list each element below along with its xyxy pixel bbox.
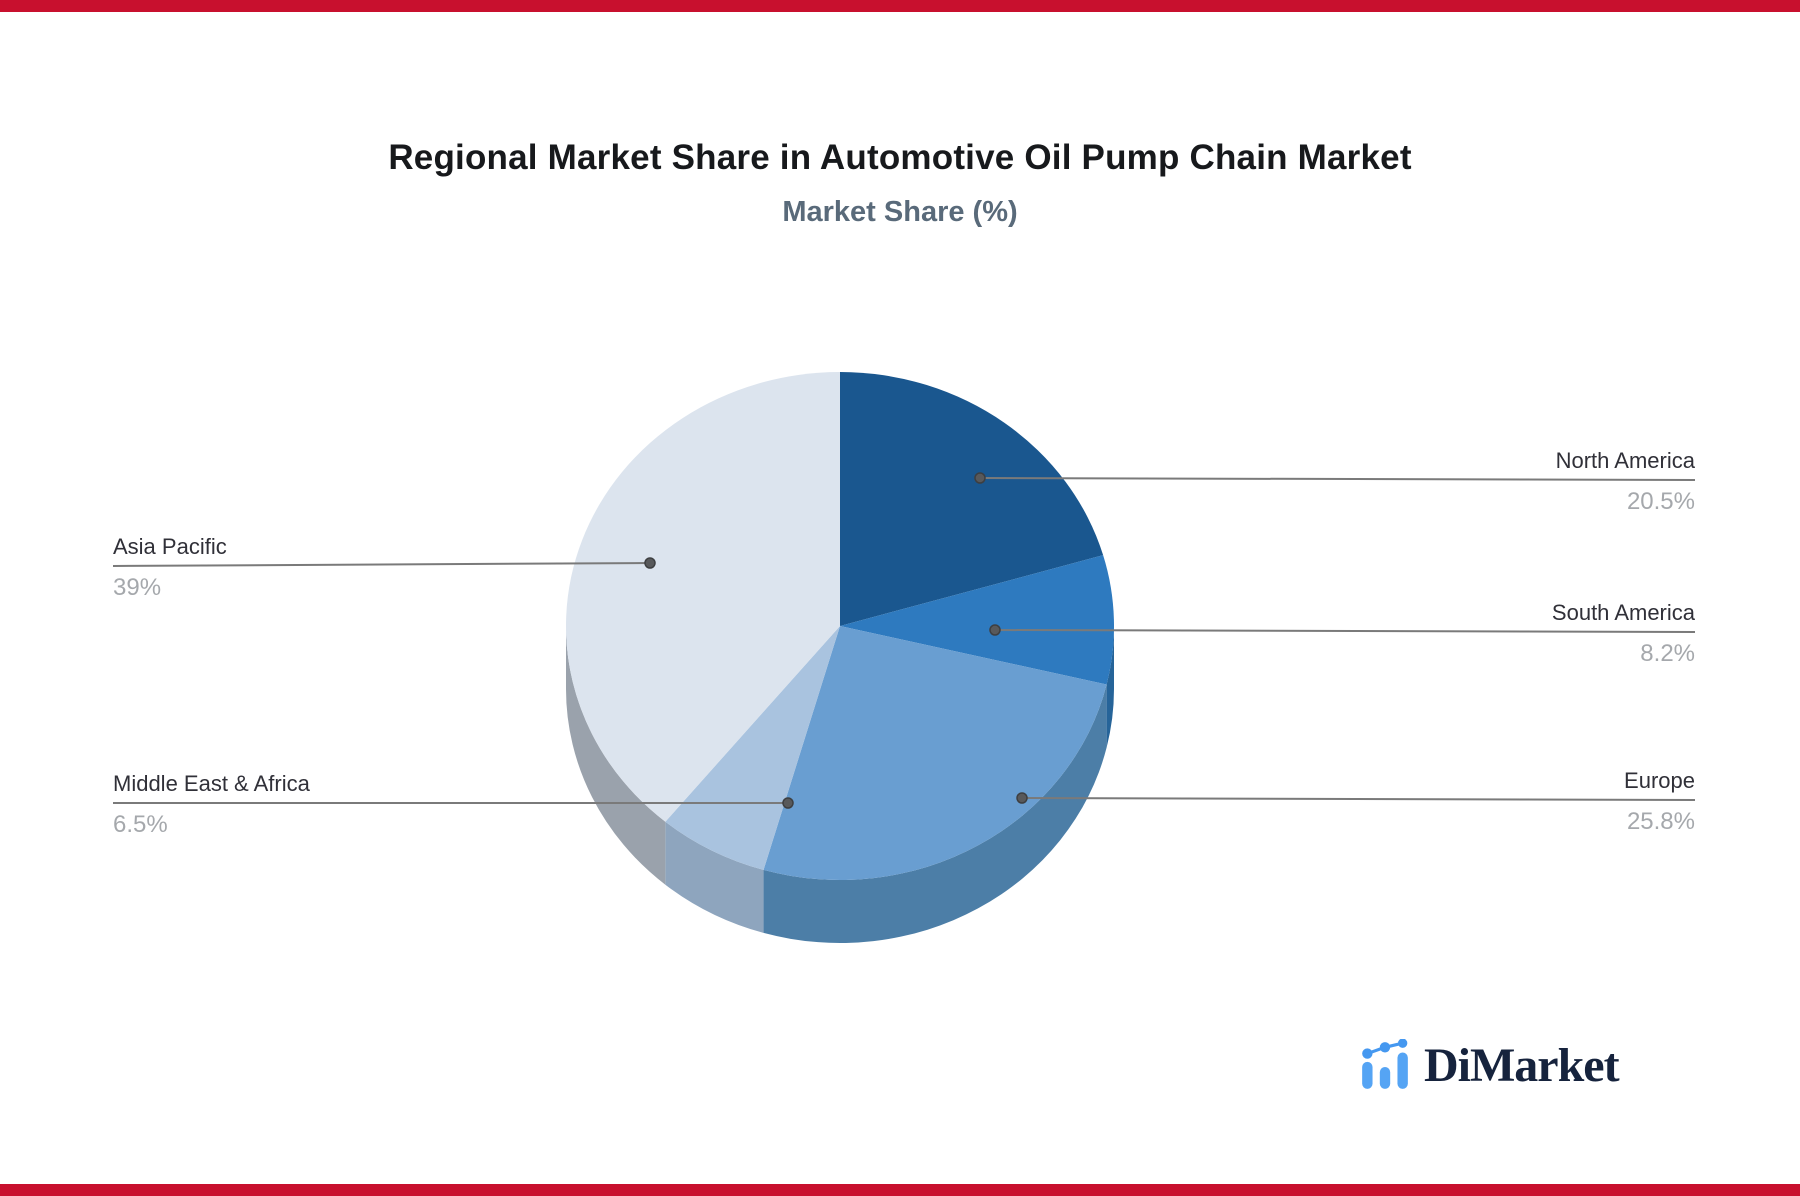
leader-line xyxy=(1021,797,1696,801)
brand-name: DiMarket xyxy=(1424,1039,1620,1092)
region-label: Europe xyxy=(1624,768,1695,793)
region-label: Asia Pacific xyxy=(113,534,227,559)
bottom-accent-bar xyxy=(0,1184,1800,1196)
pie-slice-side xyxy=(763,684,1107,943)
pie-slice xyxy=(565,372,840,822)
leader-dot xyxy=(974,472,986,484)
pie-slice-side xyxy=(566,626,666,885)
pie-slice-side xyxy=(1106,626,1114,748)
leader-dot xyxy=(989,624,1001,636)
leader-line xyxy=(979,477,1696,481)
pie-slice xyxy=(763,626,1107,881)
region-value: 39% xyxy=(113,574,162,601)
chart-subtitle: Market Share (%) xyxy=(782,196,1018,228)
pie-slice xyxy=(665,626,840,870)
leader-line xyxy=(112,562,651,567)
leader-dot xyxy=(644,557,656,569)
leader-dot xyxy=(1016,792,1028,804)
region-value: 20.5% xyxy=(1626,488,1695,515)
chart-title: Regional Market Share in Automotive Oil … xyxy=(388,138,1412,177)
region-label: South America xyxy=(1551,600,1695,625)
region-value: 8.2% xyxy=(1640,640,1695,667)
pie-slice xyxy=(840,372,1104,626)
pie-slice xyxy=(840,555,1115,685)
bar-line-chart-icon xyxy=(1362,1039,1408,1089)
region-value: 6.5% xyxy=(113,811,168,838)
brand-logo: DiMarket xyxy=(1358,1038,1620,1094)
leader-line xyxy=(994,629,1696,633)
leader-dot xyxy=(782,797,794,809)
region-label: Middle East & Africa xyxy=(113,771,310,796)
region-label: North America xyxy=(1555,448,1695,473)
pie-slice-side xyxy=(665,821,764,933)
top-accent-bar xyxy=(0,0,1800,12)
region-value: 25.8% xyxy=(1626,808,1695,835)
